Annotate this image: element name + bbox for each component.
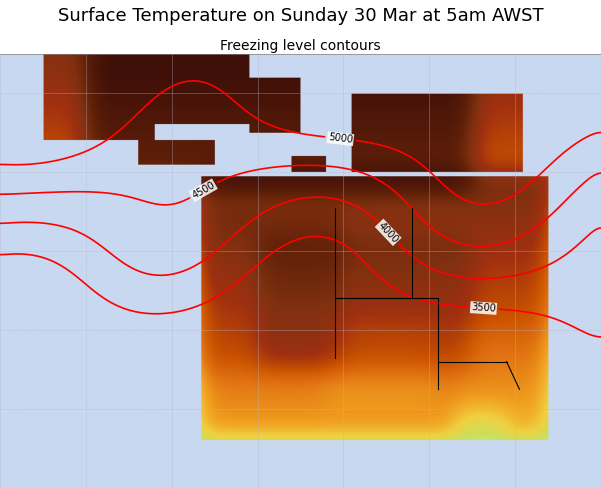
Text: 4500: 4500	[190, 180, 216, 201]
Text: 5000: 5000	[328, 132, 353, 145]
Text: 3500: 3500	[471, 302, 496, 314]
Text: 4000: 4000	[376, 220, 400, 244]
Text: Freezing level contours: Freezing level contours	[220, 39, 381, 53]
Text: Surface Temperature on Sunday 30 Mar at 5am AWST: Surface Temperature on Sunday 30 Mar at …	[58, 7, 543, 25]
